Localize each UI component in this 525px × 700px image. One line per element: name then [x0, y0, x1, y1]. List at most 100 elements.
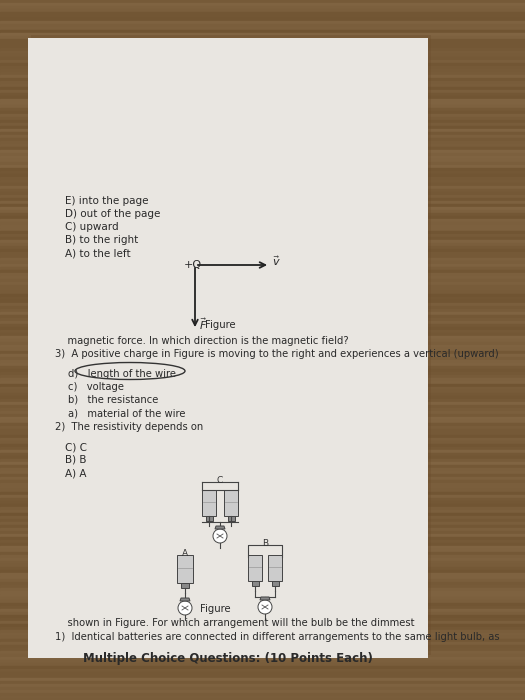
Text: 3)  A positive charge in Figure is moving to the right and experiences a vertica: 3) A positive charge in Figure is moving… — [55, 349, 499, 359]
Bar — [0, 228, 525, 231]
Bar — [251, 581, 258, 586]
Bar — [0, 255, 525, 258]
Bar — [0, 630, 525, 633]
Bar — [0, 699, 525, 700]
Bar — [0, 540, 525, 543]
Bar — [0, 261, 525, 264]
Bar — [0, 330, 525, 333]
Bar — [0, 336, 525, 339]
Bar — [0, 453, 525, 456]
Bar — [0, 264, 525, 267]
Bar — [0, 126, 525, 129]
Bar — [0, 306, 525, 309]
Bar — [0, 639, 525, 642]
Bar — [0, 297, 525, 300]
Bar — [0, 687, 525, 690]
Bar — [0, 531, 525, 534]
Bar — [0, 555, 525, 558]
Bar — [0, 165, 525, 168]
Bar — [0, 12, 525, 15]
Bar — [0, 459, 525, 462]
Bar — [0, 477, 525, 480]
Bar — [0, 474, 525, 477]
Bar — [0, 582, 525, 585]
Bar — [0, 234, 525, 237]
Bar — [0, 396, 525, 399]
Bar — [0, 351, 525, 354]
Bar — [0, 405, 525, 408]
Bar — [0, 318, 525, 321]
Circle shape — [178, 601, 192, 615]
Bar — [0, 0, 525, 3]
Text: magnetic force. In which direction is the magnetic field?: magnetic force. In which direction is th… — [55, 336, 349, 346]
Bar — [0, 102, 525, 105]
Bar — [0, 300, 525, 303]
Bar — [0, 567, 525, 570]
Text: 2)  The resistivity depends on: 2) The resistivity depends on — [55, 422, 203, 432]
Bar — [0, 6, 525, 9]
Text: $\vec{v}$: $\vec{v}$ — [272, 254, 281, 268]
Bar — [0, 435, 525, 438]
Bar — [0, 87, 525, 90]
Bar — [0, 486, 525, 489]
Bar — [0, 594, 525, 597]
Bar — [0, 423, 525, 426]
Circle shape — [213, 529, 227, 543]
Bar — [0, 48, 525, 51]
Bar — [0, 507, 525, 510]
Bar — [0, 354, 525, 357]
Bar — [0, 528, 525, 531]
Bar — [0, 591, 525, 594]
Bar — [0, 159, 525, 162]
Bar — [0, 33, 525, 36]
Bar — [0, 696, 525, 699]
Bar — [0, 120, 525, 123]
Text: C) C: C) C — [65, 442, 87, 452]
Bar — [0, 18, 525, 21]
Bar — [0, 231, 525, 234]
Bar — [0, 81, 525, 84]
Bar — [0, 162, 525, 165]
Bar — [0, 426, 525, 429]
Bar — [0, 180, 525, 183]
Bar — [0, 108, 525, 111]
Bar — [0, 606, 525, 609]
Bar — [0, 66, 525, 69]
Bar — [0, 546, 525, 549]
Bar — [0, 27, 525, 30]
Bar — [0, 684, 525, 687]
Text: c)   voltage: c) voltage — [68, 382, 124, 392]
Bar — [0, 252, 525, 255]
Bar — [0, 21, 525, 24]
Bar — [0, 522, 525, 525]
Text: Figure: Figure — [200, 604, 230, 614]
Bar — [0, 45, 525, 48]
Bar — [0, 543, 525, 546]
Bar — [0, 123, 525, 126]
Bar — [205, 516, 213, 521]
Bar — [0, 438, 525, 441]
Bar — [0, 42, 525, 45]
Bar — [0, 54, 525, 57]
Bar — [0, 510, 525, 513]
Bar — [0, 114, 525, 117]
Bar — [0, 273, 525, 276]
Bar — [0, 105, 525, 108]
Bar — [0, 24, 525, 27]
Bar — [0, 375, 525, 378]
Bar — [0, 519, 525, 522]
Bar — [224, 490, 238, 516]
Bar — [0, 315, 525, 318]
Bar — [248, 555, 262, 581]
Bar — [0, 558, 525, 561]
Bar — [0, 294, 525, 297]
Bar — [0, 393, 525, 396]
Bar — [0, 342, 525, 345]
Bar — [177, 555, 193, 583]
Bar — [0, 207, 525, 210]
Text: Figure: Figure — [205, 320, 235, 330]
Bar — [0, 411, 525, 414]
Bar — [0, 288, 525, 291]
Bar — [0, 648, 525, 651]
Text: d)   length of the wire: d) length of the wire — [68, 369, 176, 379]
